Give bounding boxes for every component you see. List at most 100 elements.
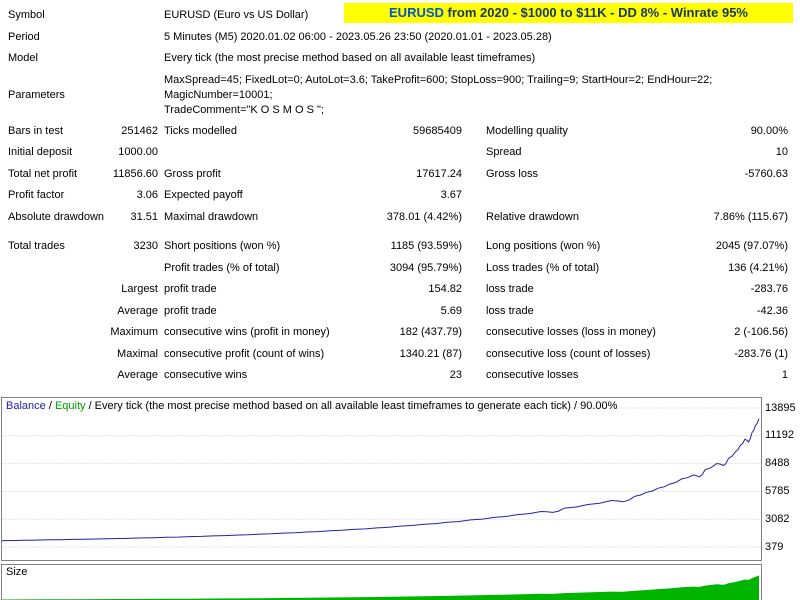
- report-cell-value: 3.67: [440, 189, 462, 202]
- report-cell-label: profit trade: [164, 283, 217, 296]
- report-cell-value: 378.01 (4.42%): [386, 210, 462, 223]
- report-row-value: 11856.60: [112, 167, 158, 180]
- report-row-label: Profit factor: [8, 189, 65, 202]
- report-cell-label: loss trade: [486, 283, 534, 296]
- report-row-value: Largest: [121, 283, 158, 296]
- report-row: Maximal consecutive profit (count of wins…: [0, 344, 796, 366]
- report-row: Initial deposit 1000.00 Spread 10: [0, 142, 796, 164]
- report-row-wide-value: EURUSD (Euro vs US Dollar): [164, 9, 309, 22]
- report-row: Largest profit trade 154.82 loss trade -283.…: [0, 279, 796, 301]
- y-axis-tick: 379: [765, 540, 784, 553]
- report-row: Profit factor 3.06 Expected payoff 3.67: [0, 185, 796, 207]
- report-row: Total trades 3230 Short positions (won %) 1…: [0, 236, 796, 258]
- balance-line: [1, 418, 760, 541]
- report-row-label: Parameters: [8, 88, 65, 101]
- report-cell-value: 1185 (93.59%): [390, 240, 462, 253]
- report-row-value: Maximum: [110, 326, 158, 339]
- report-cell-label: Long positions (won %): [486, 240, 601, 253]
- report-cell-value: 2 (-106.56): [734, 326, 788, 339]
- chart-legend: Balance / Equity / Every tick (the most …: [6, 400, 617, 412]
- report-row-label: Model: [8, 52, 38, 65]
- report-cell-value: 136 (4.21%): [728, 261, 788, 274]
- report-cell-value: 1: [781, 369, 788, 382]
- report-row-wide-value: Every tick (the most precise method base…: [164, 52, 536, 65]
- report-row: Total net profit 11856.60 Gross profit 1761…: [0, 164, 796, 186]
- report-cell-label: Gross profit: [164, 167, 221, 180]
- report-row: Bars in test 251462 Ticks modelled 59685409…: [0, 121, 796, 143]
- report-row: Period 5 Minutes (M5) 2020.01.02 06:00 - …: [0, 27, 796, 49]
- report-cell-value: 90.00%: [750, 124, 788, 137]
- report-row-value: 3.06: [136, 189, 158, 202]
- report-row: Parameters MaxSpread=45; FixedLot=0; Auto…: [0, 70, 796, 121]
- report-cell-label: Modelling quality: [486, 124, 568, 137]
- report-cell-value: -283.76 (1): [734, 347, 788, 360]
- report-row-value: Average: [117, 304, 158, 317]
- y-axis-tick: 13895: [765, 401, 796, 414]
- size-panel-label: Size: [6, 565, 28, 578]
- report-table: Symbol EURUSD (Euro vs US Dollar) Period 5 …: [0, 5, 796, 387]
- report-cell-value: 182 (437.79): [399, 326, 462, 339]
- report-cell-value: 7.86% (115.67): [713, 210, 788, 223]
- report-cell-label: consecutive loss (count of losses): [486, 347, 651, 360]
- report-row: Average consecutive wins 23 consecutive los…: [0, 365, 796, 387]
- report-cell-label: Profit trades (% of total): [164, 261, 280, 274]
- report-cell-value: 3094 (95.79%): [389, 261, 462, 274]
- report-cell-value: 1340.21 (87): [399, 347, 462, 360]
- report-cell-label: Gross loss: [486, 167, 538, 180]
- report-cell-value: 2045 (97.07%): [715, 240, 788, 253]
- legend-balance: Balance: [6, 399, 46, 412]
- report-cell-label: profit trade: [164, 304, 217, 317]
- report-row-value: Average: [117, 369, 158, 382]
- report-row: Symbol EURUSD (Euro vs US Dollar): [0, 5, 796, 27]
- banner-text: from 2020 - $1000 to $11K - DD 8% - Winr…: [443, 5, 748, 20]
- legend-description: / Every tick (the most precise method ba…: [85, 399, 618, 412]
- promo-banner: EURUSD from 2020 - $1000 to $11K - DD 8%…: [344, 3, 793, 23]
- report-cell-label: consecutive losses (loss in money): [486, 326, 656, 339]
- report-row-label: Initial deposit: [8, 146, 73, 159]
- y-axis-tick: 8488: [765, 457, 790, 470]
- chart-canvas: [1, 396, 762, 600]
- banner-symbol: EURUSD: [389, 5, 444, 20]
- report-cell-value: 23: [449, 369, 462, 382]
- report-row-label: Total net profit: [8, 167, 78, 180]
- report-cell-label: loss trade: [486, 304, 534, 317]
- report-cell-label: consecutive wins (profit in money): [164, 326, 330, 339]
- report-row-wide-value: MaxSpread=45; FixedLot=0; AutoLot=3.6; T…: [164, 73, 713, 116]
- legend-separator: /: [45, 399, 55, 412]
- report-row: Absolute drawdown 31.51 Maximal drawdown 37…: [0, 207, 796, 229]
- report-cell-label: Maximal drawdown: [164, 210, 259, 223]
- report-cell-value: 17617.24: [416, 167, 462, 180]
- report-row-label: Symbol: [8, 9, 45, 22]
- report-row-label: Bars in test: [8, 124, 64, 137]
- y-axis-tick: 3082: [765, 512, 790, 525]
- y-axis-tick: 5785: [765, 484, 790, 497]
- report-cell-value: 59685409: [413, 124, 462, 137]
- report-row-value: Maximal: [117, 347, 158, 360]
- report-cell-value: 10: [775, 146, 788, 159]
- report-row-value: 1000.00: [118, 146, 158, 159]
- report-cell-label: Loss trades (% of total): [486, 261, 600, 274]
- report-cell-value: -42.36: [756, 304, 788, 317]
- report-cell-label: consecutive losses: [486, 369, 579, 382]
- report-row-label: Total trades: [8, 240, 65, 253]
- report-cell-value: -5760.63: [744, 167, 788, 180]
- y-axis-tick: 11192: [765, 429, 794, 442]
- report-cell-value: -283.76: [750, 283, 788, 296]
- report-cell-label: Relative drawdown: [486, 210, 579, 223]
- report-cell-label: consecutive profit (count of wins): [164, 347, 325, 360]
- report-row-value: 3230: [133, 240, 158, 253]
- report-row-label: Absolute drawdown: [8, 210, 105, 223]
- report-cell-value: 154.82: [428, 283, 462, 296]
- report-row-value: 251462: [121, 124, 158, 137]
- report-row-wide-value: 5 Minutes (M5) 2020.01.02 06:00 - 2023.0…: [164, 30, 552, 43]
- report-cell-value: 5.69: [440, 304, 462, 317]
- report-cell-label: Short positions (won %): [164, 240, 281, 253]
- report-cell-label: Spread: [486, 146, 522, 159]
- size-area: [2, 575, 759, 600]
- report-row: Maximum consecutive wins (profit in money…: [0, 322, 796, 344]
- report-cell-label: Expected payoff: [164, 189, 243, 202]
- report-cell-label: consecutive wins: [164, 369, 248, 382]
- report-row-value: 31.51: [130, 210, 158, 223]
- report-row: Profit trades (% of total) 3094 (95.79%) L…: [0, 258, 796, 280]
